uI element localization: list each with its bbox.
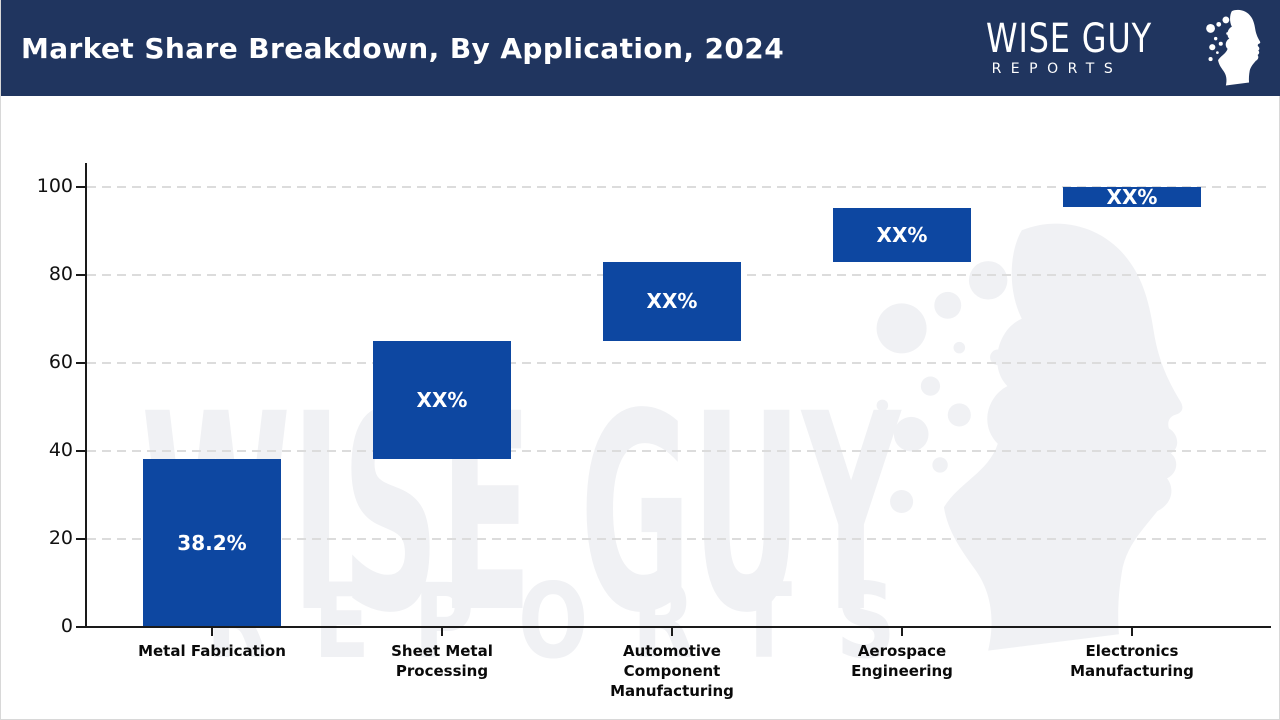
bar-value-label: XX% <box>1106 185 1158 210</box>
x-category-label: Sheet Metal Processing <box>391 642 493 680</box>
bar-value-label: 38.2% <box>177 530 247 555</box>
gridline-60 <box>87 362 1271 364</box>
bar-segment: 38.2% <box>143 458 281 627</box>
x-category-label: Aerospace Engineering <box>851 642 953 680</box>
bar-segment: XX% <box>603 261 741 341</box>
y-tick-80 <box>76 274 85 276</box>
bar-segment: XX% <box>373 341 511 459</box>
y-tick-label-100: 100 <box>36 175 73 197</box>
x-tick <box>441 628 443 636</box>
brand-logo: WISE GUY REPORTS <box>986 8 1267 88</box>
bar-value-label: XX% <box>416 387 468 412</box>
y-tick-label-60: 60 <box>48 351 73 373</box>
bar-value-label: XX% <box>646 289 698 314</box>
x-tick <box>211 628 213 636</box>
brand-name: WISE GUY <box>985 16 1152 62</box>
watermark-head-icon <box>865 223 1183 651</box>
brand-head-icon <box>1206 9 1261 86</box>
brand-subname: REPORTS <box>991 61 1123 77</box>
x-category-label: Electronics Manufacturing <box>1070 642 1194 680</box>
y-tick-label-20: 20 <box>48 527 73 549</box>
y-tick-0 <box>76 626 85 628</box>
x-tick <box>901 628 903 636</box>
x-tick <box>671 628 673 636</box>
gridline-40 <box>87 450 1271 452</box>
x-category-label: Metal Fabrication <box>138 642 286 660</box>
x-category-label: Automotive Component Manufacturing <box>610 642 734 700</box>
bar-value-label: XX% <box>876 222 928 247</box>
gridline-100 <box>87 186 1271 188</box>
x-tick <box>1131 628 1133 636</box>
y-tick-100 <box>76 186 85 188</box>
bar-segment: XX% <box>1063 185 1201 210</box>
gridline-20 <box>87 538 1271 540</box>
page-title: Market Share Breakdown, By Application, … <box>21 31 785 65</box>
y-tick-40 <box>76 450 85 452</box>
header-bar: Market Share Breakdown, By Application, … <box>1 0 1280 96</box>
x-axis-line <box>85 626 1271 628</box>
y-tick-20 <box>76 538 85 540</box>
y-tick-label-40: 40 <box>48 439 73 461</box>
bar-segment: XX% <box>833 208 971 262</box>
y-tick-label-0: 0 <box>60 615 73 637</box>
y-axis-line <box>85 163 87 628</box>
y-tick-label-80: 80 <box>48 263 73 285</box>
y-tick-60 <box>76 362 85 364</box>
